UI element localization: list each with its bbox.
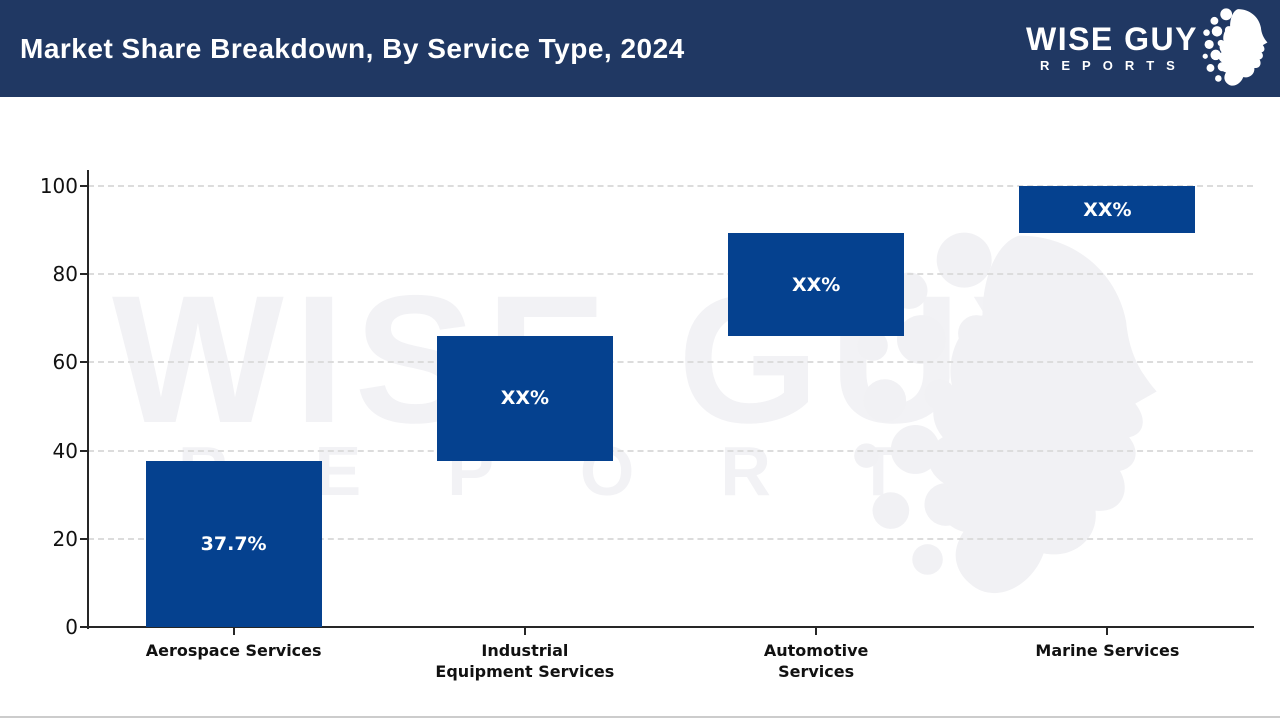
y-tick-mark-100 bbox=[80, 185, 88, 187]
bar-value-label-industrial-equipment-services: XX% bbox=[500, 387, 550, 410]
y-tick-label-80: 80 bbox=[52, 262, 78, 287]
wiseguy-face-logo-icon bbox=[1200, 6, 1272, 92]
gridline-20 bbox=[88, 537, 1253, 540]
y-tick-mark-60 bbox=[80, 361, 88, 364]
y-tick-mark-20 bbox=[80, 537, 88, 540]
y-tick-mark-80 bbox=[80, 273, 88, 276]
bar-value-label-automotive-services: XX% bbox=[791, 273, 841, 296]
y-tick-label-20: 20 bbox=[52, 526, 78, 551]
y-axis-line bbox=[87, 170, 89, 629]
bar-value-label-marine-services: XX% bbox=[1083, 198, 1132, 221]
y-tick-label-60: 60 bbox=[52, 350, 78, 375]
logo-wordmark: WISE GUY bbox=[1025, 21, 1198, 57]
bottom-border bbox=[0, 716, 1280, 718]
y-tick-label-100: 100 bbox=[39, 174, 78, 198]
x-tick-mark-industrial-equipment-services bbox=[523, 627, 526, 635]
wiseguy-logo-text: WISE GUY REPORTS bbox=[1026, 22, 1198, 73]
wiseguy-logo: WISE GUY REPORTS bbox=[1026, 6, 1272, 92]
bar-marine-services bbox=[1019, 186, 1196, 234]
bar-aerospace-services bbox=[145, 460, 322, 627]
gridline-80 bbox=[88, 273, 1253, 276]
y-tick-label-0: 0 bbox=[65, 615, 78, 639]
header-bar: Market Share Breakdown, By Service Type,… bbox=[0, 0, 1280, 97]
x-tick-mark-automotive-services bbox=[815, 627, 818, 635]
bar-value-label-aerospace-services: 37.7% bbox=[200, 532, 267, 555]
logo-subtext: REPORTS bbox=[1039, 58, 1187, 73]
gridline-60 bbox=[88, 361, 1253, 364]
y-tick-label-40: 40 bbox=[52, 438, 78, 463]
x-tick-mark-aerospace-services bbox=[232, 627, 235, 635]
y-tick-mark-0 bbox=[80, 626, 88, 628]
x-axis-line bbox=[87, 626, 1254, 628]
x-axis-label-automotive-services: Automotive Services bbox=[763, 641, 869, 681]
gridline-40 bbox=[88, 449, 1253, 452]
x-axis-label-marine-services: Marine Services bbox=[1035, 641, 1180, 660]
y-tick-mark-40 bbox=[80, 449, 88, 452]
page-title: Market Share Breakdown, By Service Type,… bbox=[20, 32, 685, 64]
x-tick-mark-marine-services bbox=[1106, 627, 1109, 635]
gridline-100 bbox=[88, 185, 1253, 187]
bar-industrial-equipment-services bbox=[436, 335, 613, 461]
bar-automotive-services bbox=[728, 233, 905, 336]
x-axis-label-aerospace-services: Aerospace Services bbox=[145, 641, 322, 660]
x-axis-label-industrial-equipment-services: Industrial Equipment Services bbox=[435, 641, 615, 681]
